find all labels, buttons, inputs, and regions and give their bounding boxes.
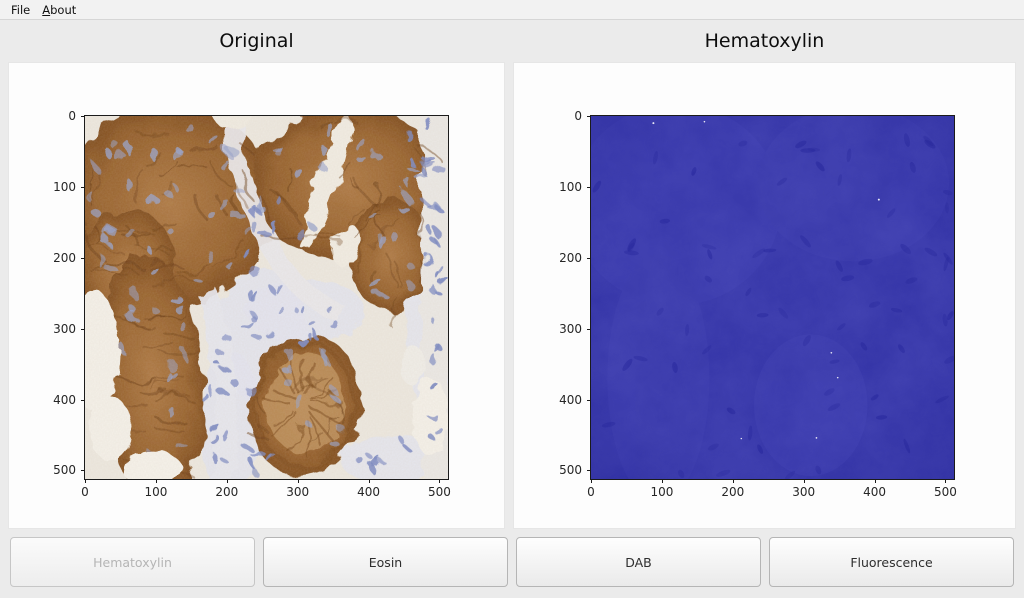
x-tick-mark [803,479,805,483]
y-tick-mark [587,257,591,259]
y-tick-label: 300 [53,321,76,336]
y-tick-label: 200 [53,250,76,265]
y-tick-label: 100 [559,179,582,194]
x-tick-mark [368,479,370,483]
original-histology-image [85,116,448,479]
x-tick-label: 0 [587,485,595,499]
x-tick-label: 100 [650,485,674,499]
x-tick-mark [732,479,734,483]
x-tick-label: 300 [286,485,310,499]
vignette [591,116,954,479]
x-tick-label: 300 [792,485,816,499]
hematoxylin-button[interactable]: Hematoxylin [10,537,255,587]
x-tick-mark [661,479,663,483]
x-tick-mark [226,479,228,483]
menu-bar: File About [0,0,1024,20]
x-tick-mark [591,479,592,483]
eosin-button[interactable]: Eosin [263,537,508,587]
y-tick-mark [587,116,591,117]
x-tick-label: 400 [863,485,887,499]
hematoxylin-panel: 0 100 200 300 400 500 0 100 200 300 400 500 [513,62,1016,529]
y-tick-mark [587,328,591,330]
y-tick-mark [587,470,591,472]
x-tick-label: 500 [934,485,957,499]
x-tick-mark [155,479,157,483]
x-tick-label: 500 [428,485,451,499]
y-tick-label: 500 [53,463,76,478]
x-tick-mark [874,479,876,483]
panel-title-hematoxylin: Hematoxylin [704,30,825,52]
hematoxylin-channel-image [591,116,954,479]
dust-specks [652,120,880,440]
dab-button[interactable]: DAB [516,537,761,587]
x-tick-mark [85,479,86,483]
panel-title-original: Original [219,30,294,52]
x-tick-label: 200 [721,485,745,499]
y-tick-mark [81,470,85,472]
y-tick-label: 100 [53,179,76,194]
original-plot-axes: 0 100 200 300 400 500 0 100 200 300 400 500 [53,110,451,498]
y-tick-mark [81,116,85,117]
y-tick-mark [81,257,85,259]
y-tick-label: 200 [559,250,582,265]
y-tick-mark [81,328,85,330]
x-tick-label: 400 [357,485,381,499]
y-tick-label: 300 [559,321,582,336]
y-tick-label: 400 [559,392,582,407]
x-tick-label: 200 [215,485,239,499]
fluorescence-button[interactable]: Fluorescence [769,537,1014,587]
y-tick-label: 400 [53,392,76,407]
menu-about[interactable]: About [42,2,77,17]
y-tick-label: 500 [559,463,582,478]
y-tick-label: 0 [68,109,76,123]
x-tick-mark [439,479,441,483]
y-tick-label: 0 [574,109,582,123]
hematoxylin-plot-axes: 0 100 200 300 400 500 0 100 200 300 400 500 [559,110,957,498]
button-row: Hematoxylin Eosin DAB Fluorescence [10,537,1014,587]
texture-grain [85,116,448,479]
x-tick-label: 0 [81,485,89,499]
menu-file[interactable]: File [11,2,31,17]
y-tick-mark [587,186,591,188]
x-tick-mark [945,479,947,483]
x-tick-mark [297,479,299,483]
y-tick-mark [81,399,85,401]
y-tick-mark [587,399,591,401]
original-panel: 0 100 200 300 400 500 0 100 200 300 400 500 [8,62,505,529]
x-tick-label: 100 [144,485,168,499]
y-tick-mark [81,186,85,188]
